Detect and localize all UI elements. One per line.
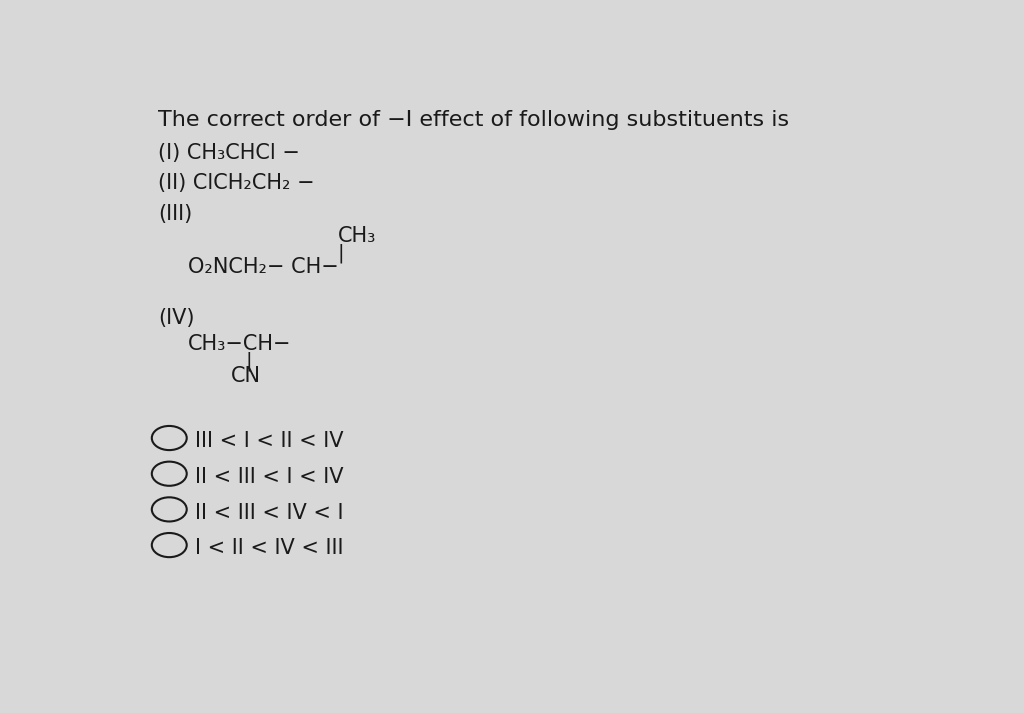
Text: The correct order of −I effect of following substituents is: The correct order of −I effect of follow… — [158, 111, 790, 130]
Text: O₂NCH₂− CH−: O₂NCH₂− CH− — [187, 257, 338, 277]
Text: (IV): (IV) — [158, 308, 195, 328]
Text: CH₃: CH₃ — [338, 225, 377, 245]
Text: (I) CH₃CHCl −: (I) CH₃CHCl − — [158, 143, 300, 163]
Text: II < III < IV < I: II < III < IV < I — [196, 503, 344, 523]
Text: CH₃−CH−: CH₃−CH− — [187, 334, 291, 354]
Text: |: | — [338, 244, 344, 263]
Text: (II) ClCH₂CH₂ −: (II) ClCH₂CH₂ − — [158, 173, 314, 193]
Text: III < I < II < IV: III < I < II < IV — [196, 431, 344, 451]
Text: |: | — [246, 352, 252, 371]
Text: II < III < I < IV: II < III < I < IV — [196, 467, 344, 487]
Text: (III): (III) — [158, 204, 193, 224]
Text: I < II < IV < III: I < II < IV < III — [196, 538, 344, 558]
Text: CN: CN — [231, 366, 261, 386]
